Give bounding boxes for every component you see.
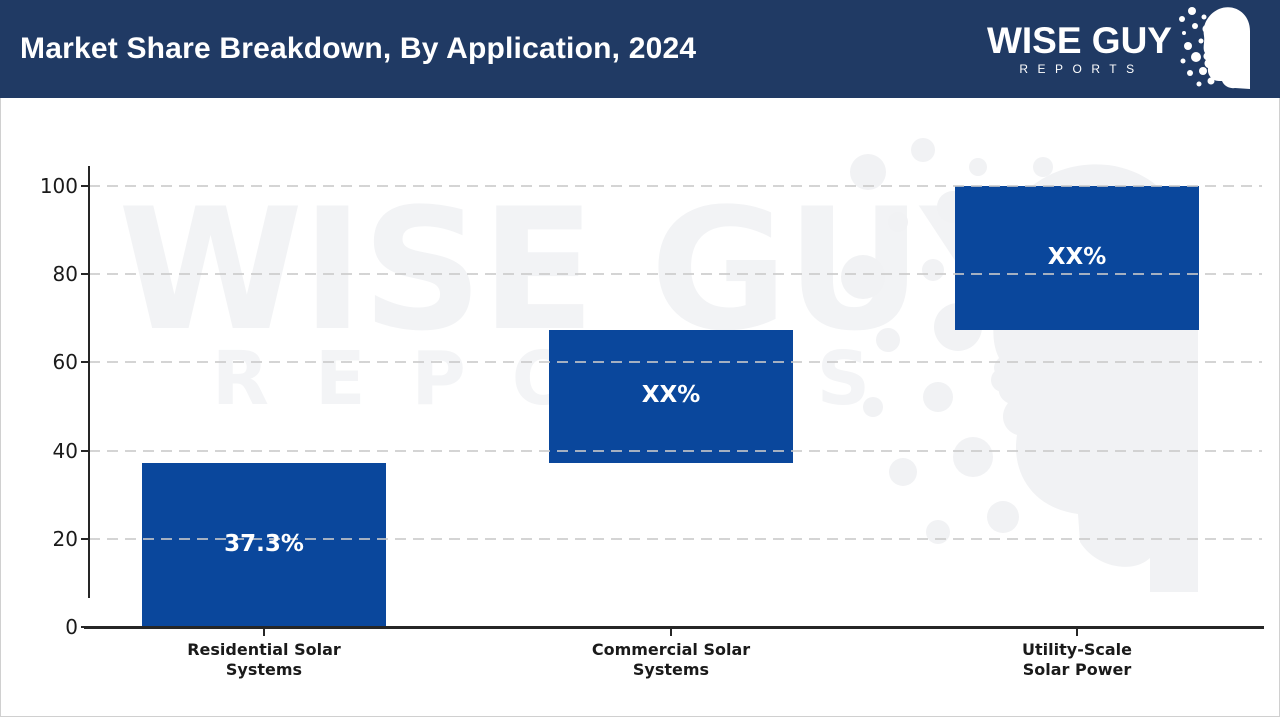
x-axis-category-line: Systems xyxy=(225,660,303,679)
page-title: Market Share Breakdown, By Application, … xyxy=(20,32,697,65)
x-axis-tick xyxy=(1076,629,1078,636)
gridline-60 xyxy=(89,361,1262,364)
y-axis-tick xyxy=(81,273,88,276)
y-axis-tick xyxy=(81,185,88,187)
plot-area: 0 20 40 60 80 100 37.3% Residential Solar System… xyxy=(0,98,1280,716)
x-axis-category-line: Commercial Solar xyxy=(591,640,751,659)
wiseguy-head-icon xyxy=(1174,5,1252,93)
y-axis-tick xyxy=(81,449,88,452)
x-axis-tick xyxy=(263,629,265,636)
y-axis-tick xyxy=(81,361,88,364)
x-axis-category-label: Commercial Solar Systems xyxy=(521,640,821,680)
gridline-40 xyxy=(89,449,1262,452)
x-axis-tick xyxy=(670,629,672,636)
y-axis-tick-label: 60 xyxy=(52,350,78,375)
logo-tagline: REPORTS xyxy=(1019,62,1144,76)
bar-value-label: XX% xyxy=(641,382,701,409)
x-axis-category-line: Solar Power xyxy=(1022,660,1132,679)
x-axis-category-label: Utility-Scale Solar Power xyxy=(927,640,1227,680)
x-axis-category-label: Residential Solar Systems xyxy=(114,640,414,680)
y-axis-line xyxy=(88,166,90,598)
bar-value-label: 37.3% xyxy=(224,530,304,557)
y-axis-tick-label: 0 xyxy=(65,615,78,639)
x-axis-category-line: Utility-Scale xyxy=(1022,640,1132,659)
bar-value-label: XX% xyxy=(1047,244,1107,271)
page-border-bottom xyxy=(1,716,1279,717)
logo-name: WISE GUY xyxy=(986,20,1172,61)
wiseguy-logo-text: WISE GUY REPORTS xyxy=(987,22,1172,76)
x-axis-category-line: Systems xyxy=(632,660,710,679)
y-axis-tick-label: 80 xyxy=(52,262,78,287)
gridline-100 xyxy=(89,185,1262,187)
x-axis-category-line: Residential Solar xyxy=(187,640,341,659)
gridline-80 xyxy=(89,273,1262,276)
y-axis-tick xyxy=(81,537,88,540)
bar-1 xyxy=(142,462,386,627)
header-bar: Market Share Breakdown, By Application, … xyxy=(0,0,1280,98)
bar-2 xyxy=(549,330,793,463)
y-axis-tick-label: 40 xyxy=(52,438,78,463)
page-border-left xyxy=(0,98,1,717)
x-axis-line xyxy=(84,626,1264,629)
wiseguy-logo: WISE GUY REPORTS xyxy=(987,5,1252,93)
gridline-20 xyxy=(89,537,1262,540)
y-axis-tick-label: 20 xyxy=(52,526,78,551)
bar-3 xyxy=(955,186,1199,331)
y-axis-tick-label: 100 xyxy=(39,174,78,198)
y-axis-tick xyxy=(81,626,88,628)
